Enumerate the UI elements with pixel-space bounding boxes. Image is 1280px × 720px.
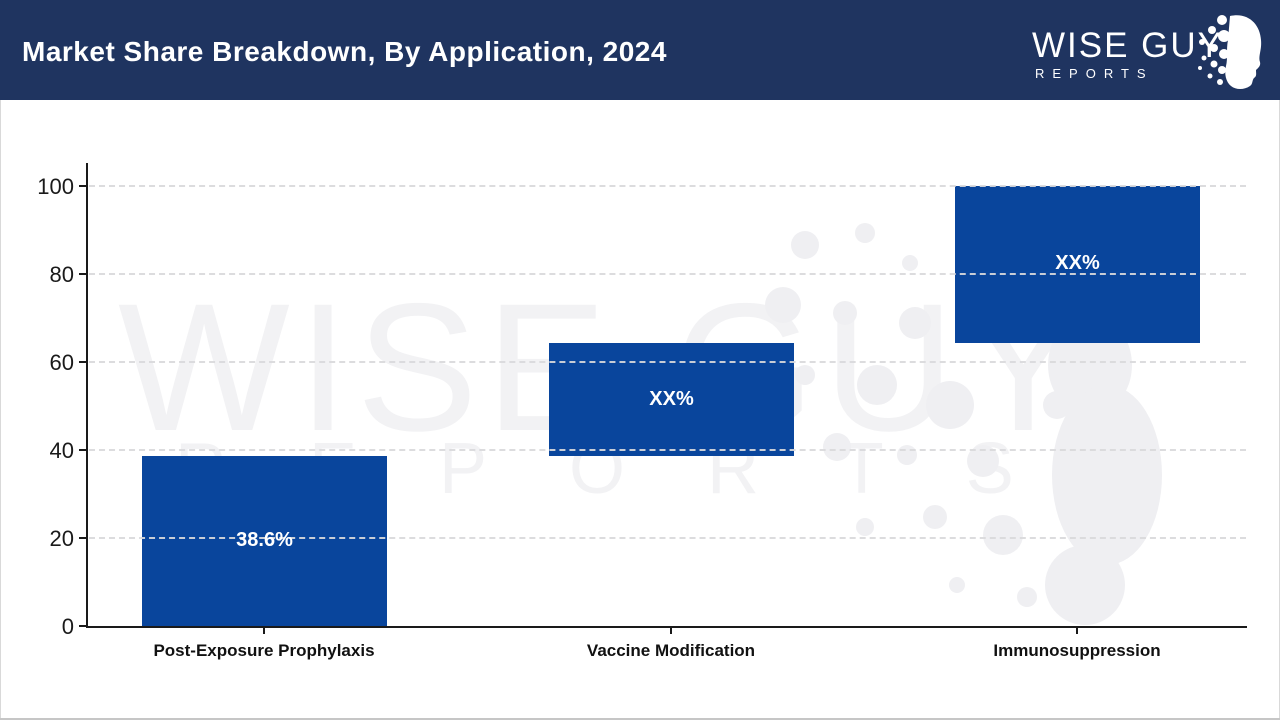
- y-tick-label: 100: [37, 174, 74, 199]
- page-title: Market Share Breakdown, By Application, …: [22, 36, 667, 67]
- y-tick-label: 40: [49, 438, 74, 463]
- gridline-20: [89, 537, 1246, 539]
- bar-value-label: XX%: [649, 388, 694, 410]
- x-axis-line: [86, 626, 1247, 628]
- gridline-100: [89, 185, 1246, 187]
- bar-value-label: XX%: [1055, 252, 1100, 274]
- gridline-60: [89, 361, 1246, 363]
- logo-face-icon: [1198, 15, 1262, 90]
- y-tick: [79, 361, 86, 363]
- header-bar: Market Share Breakdown, By Application, …: [0, 0, 1280, 100]
- page-bottom-border: [0, 718, 1280, 720]
- y-tick: [79, 537, 86, 539]
- x-category-label: Post-Exposure Prophylaxis: [153, 641, 375, 660]
- logo-reports-text: REPORTS: [1035, 66, 1154, 81]
- logo-text: WISE GUY REPORTS: [1032, 28, 1223, 81]
- y-tick-label: 60: [49, 350, 74, 375]
- x-tick: [263, 628, 265, 634]
- y-tick: [79, 625, 86, 627]
- page-left-border: [0, 100, 1, 720]
- x-category-label: Vaccine Modification: [586, 641, 756, 660]
- y-tick-label: 0: [61, 614, 74, 639]
- x-tick: [1076, 628, 1078, 634]
- x-tick: [670, 628, 672, 634]
- x-category-label: Immunosuppression: [993, 641, 1161, 660]
- y-tick: [79, 273, 86, 275]
- wise-guy-reports-logo: WISE GUY REPORTS: [1014, 8, 1264, 94]
- y-tick: [79, 185, 86, 187]
- bar-value-label: 38.6%: [236, 529, 293, 551]
- y-axis-line: [86, 163, 88, 628]
- bar-immunosuppression: [955, 186, 1200, 343]
- y-tick: [79, 449, 86, 451]
- bar-post-exposure-prophylaxis: [142, 456, 387, 626]
- gridline-80: [89, 273, 1246, 275]
- y-tick-label: 20: [49, 526, 74, 551]
- y-tick-label: 80: [49, 262, 74, 287]
- logo-wiseguy-text: WISE GUY: [1032, 26, 1224, 65]
- gridline-40: [89, 449, 1246, 451]
